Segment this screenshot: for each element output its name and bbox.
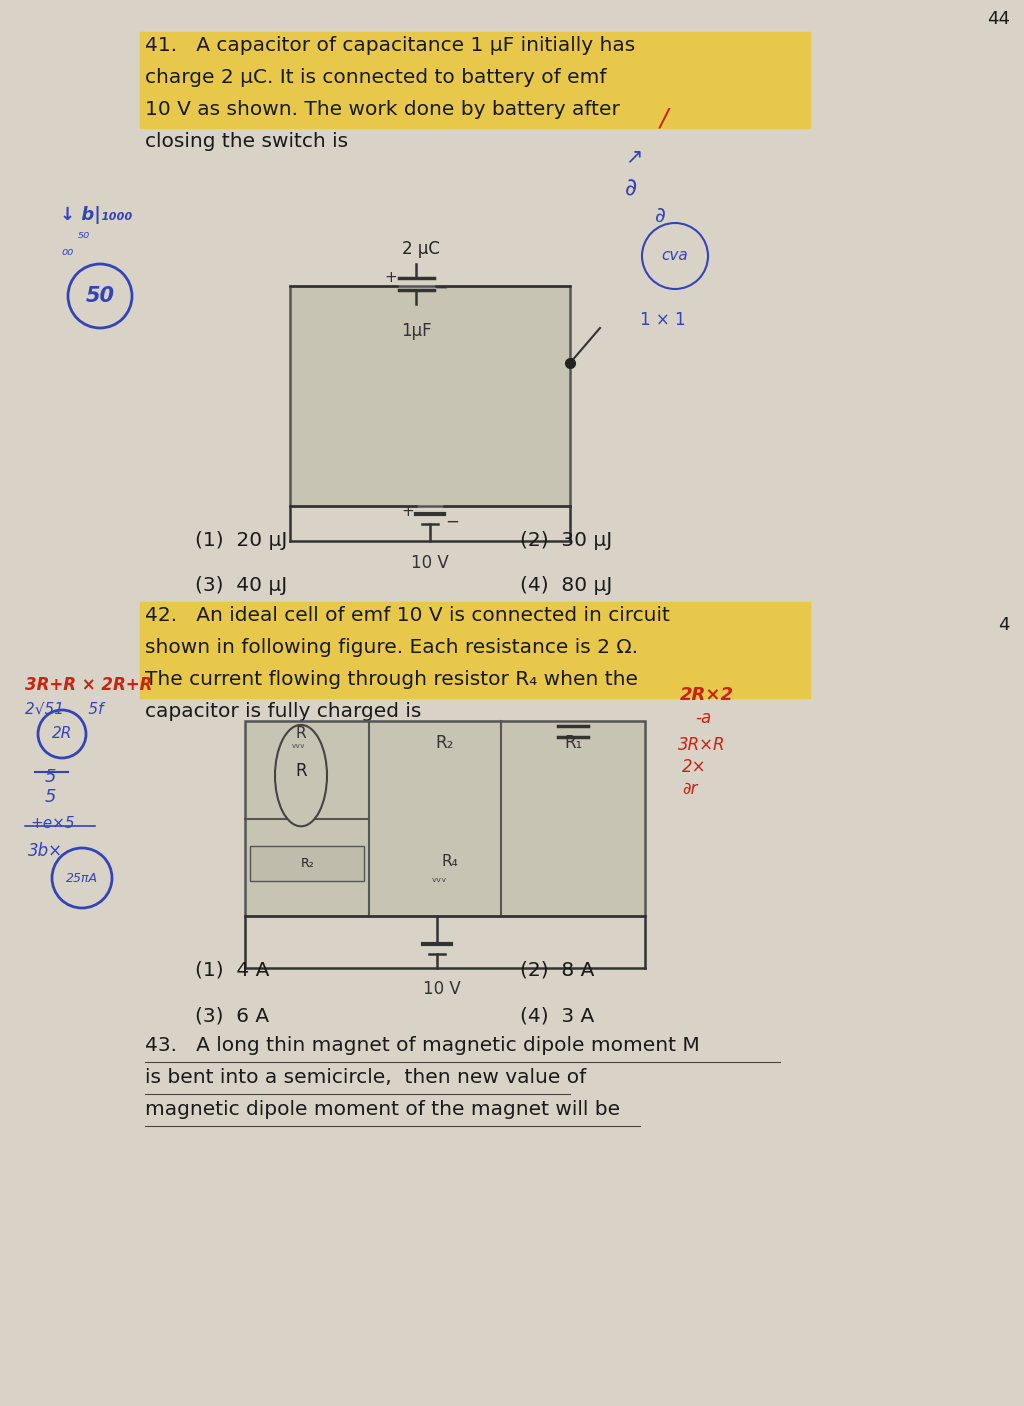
Text: 10 V as shown. The work done by battery after: 10 V as shown. The work done by battery … xyxy=(145,100,620,120)
Text: 3R×R: 3R×R xyxy=(678,735,725,754)
Text: The current flowing through resistor R₄ when the: The current flowing through resistor R₄ … xyxy=(145,671,638,689)
Text: 2√51     5f: 2√51 5f xyxy=(25,702,103,716)
Text: 2×: 2× xyxy=(682,758,707,776)
Bar xyxy=(140,666,810,697)
Text: R₂: R₂ xyxy=(300,856,314,870)
Text: ↓ b|₁₀₀₀: ↓ b|₁₀₀₀ xyxy=(60,207,132,224)
Text: 2R: 2R xyxy=(52,727,72,741)
Bar xyxy=(140,65,810,96)
Text: capacitor is fully charged is: capacitor is fully charged is xyxy=(145,702,421,721)
Text: (3)  6 A: (3) 6 A xyxy=(195,1007,269,1025)
Text: is bent into a semicircle,  then new value of: is bent into a semicircle, then new valu… xyxy=(145,1069,587,1087)
Text: ∂: ∂ xyxy=(655,207,666,226)
Text: ↗: ↗ xyxy=(625,146,642,166)
Text: −: − xyxy=(434,278,449,297)
Text: (1)  20 μJ: (1) 20 μJ xyxy=(195,531,288,550)
Text: charge 2 μC. It is connected to battery of emf: charge 2 μC. It is connected to battery … xyxy=(145,67,606,87)
Text: 4: 4 xyxy=(998,616,1010,634)
Text: ⁰⁰: ⁰⁰ xyxy=(62,247,75,263)
Text: (4)  3 A: (4) 3 A xyxy=(520,1007,594,1025)
Text: 1μF: 1μF xyxy=(400,322,431,340)
Text: 10 V: 10 V xyxy=(423,980,461,998)
Text: 10 V: 10 V xyxy=(411,554,449,572)
Text: 5: 5 xyxy=(44,787,55,806)
Bar xyxy=(140,96,810,128)
Text: R₄: R₄ xyxy=(441,853,459,869)
Text: (3)  40 μJ: (3) 40 μJ xyxy=(195,576,288,595)
Text: (1)  4 A: (1) 4 A xyxy=(195,960,269,980)
Text: R: R xyxy=(296,725,306,741)
Text: 2R×2: 2R×2 xyxy=(680,686,734,704)
Text: ⁵⁰: ⁵⁰ xyxy=(78,231,90,246)
Text: 2 μC: 2 μC xyxy=(402,240,440,257)
Text: 41.   A capacitor of capacitance 1 μF initially has: 41. A capacitor of capacitance 1 μF init… xyxy=(145,37,635,55)
Text: R₂: R₂ xyxy=(436,734,455,752)
Text: 44: 44 xyxy=(987,10,1010,28)
Text: cva: cva xyxy=(662,249,688,263)
Text: ∂r: ∂r xyxy=(682,780,697,799)
Text: 1 × 1: 1 × 1 xyxy=(640,311,686,329)
Bar xyxy=(140,602,810,634)
Text: ∂: ∂ xyxy=(625,176,637,200)
Text: /: / xyxy=(660,105,669,129)
Text: closing the switch is: closing the switch is xyxy=(145,132,348,150)
Text: ᵥᵥᵥ: ᵥᵥᵥ xyxy=(432,872,447,884)
Text: shown in following figure. Each resistance is 2 Ω.: shown in following figure. Each resistan… xyxy=(145,638,638,657)
Text: -a: -a xyxy=(695,709,712,727)
Text: 5: 5 xyxy=(44,768,55,786)
Text: 25πA: 25πA xyxy=(66,872,98,884)
Text: +: + xyxy=(401,505,415,519)
Text: 50: 50 xyxy=(85,285,115,307)
Ellipse shape xyxy=(275,725,327,827)
Bar xyxy=(140,634,810,666)
Text: (4)  80 μJ: (4) 80 μJ xyxy=(520,576,612,595)
Text: 3b×: 3b× xyxy=(28,842,63,860)
Text: (2)  8 A: (2) 8 A xyxy=(520,960,594,980)
Bar xyxy=(250,846,365,882)
Text: 3R+R × 2R+R: 3R+R × 2R+R xyxy=(25,676,153,695)
Text: +e×5: +e×5 xyxy=(30,815,75,831)
Text: ᵥᵥᵥ: ᵥᵥᵥ xyxy=(292,740,306,749)
Bar xyxy=(290,285,570,506)
Text: 43.   A long thin magnet of magnetic dipole moment M: 43. A long thin magnet of magnetic dipol… xyxy=(145,1036,699,1054)
Bar xyxy=(245,721,645,915)
Text: R: R xyxy=(295,762,307,779)
Text: (2)  30 μJ: (2) 30 μJ xyxy=(520,531,612,550)
Bar xyxy=(140,32,810,65)
Text: magnetic dipole moment of the magnet will be: magnetic dipole moment of the magnet wil… xyxy=(145,1099,621,1119)
Text: 42.   An ideal cell of emf 10 V is connected in circuit: 42. An ideal cell of emf 10 V is connect… xyxy=(145,606,670,626)
Text: R₁: R₁ xyxy=(564,734,582,752)
Text: +: + xyxy=(384,270,397,285)
Text: −: − xyxy=(445,513,459,531)
